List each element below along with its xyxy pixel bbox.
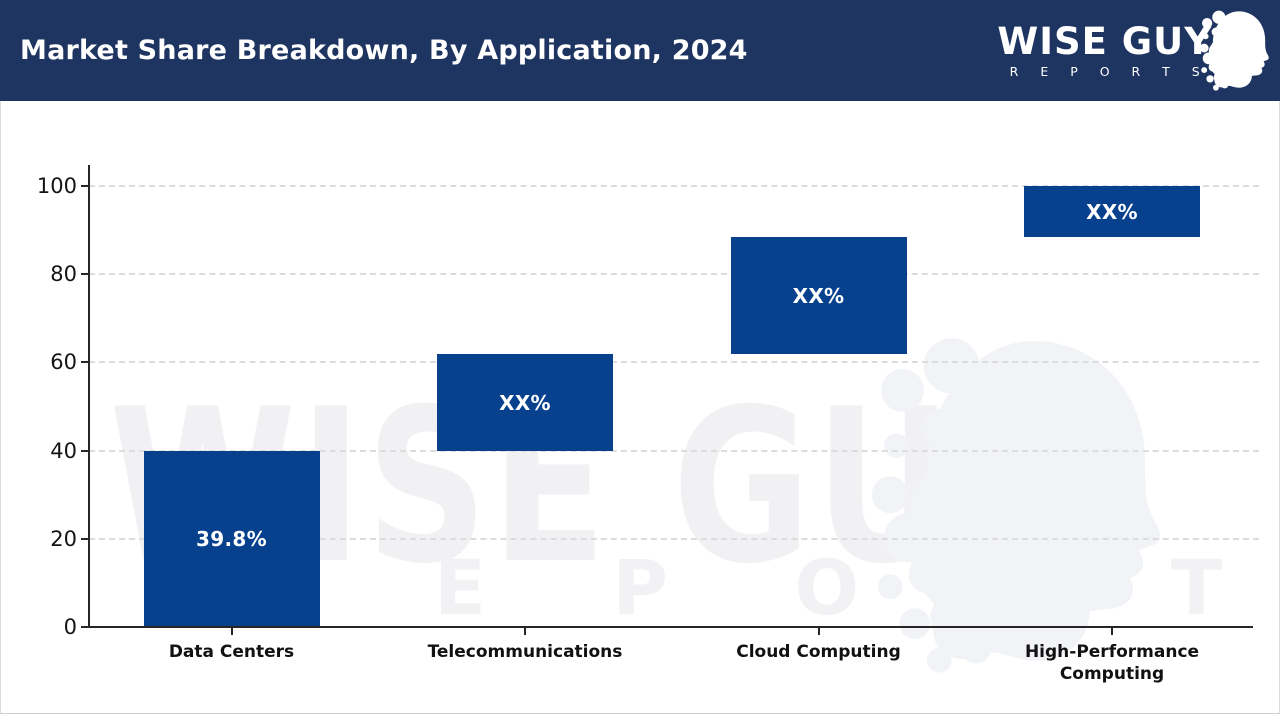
waterfall-bar: XX% xyxy=(730,237,907,355)
x-category-label: Cloud Computing xyxy=(736,642,901,662)
x-tick-mark xyxy=(817,627,820,635)
gridline xyxy=(89,273,1259,276)
gridline xyxy=(89,185,1259,187)
y-tick-label: 100 xyxy=(36,174,77,198)
x-tick-mark xyxy=(524,627,526,635)
y-tick-mark xyxy=(81,273,89,276)
bar-value-label: XX% xyxy=(1086,199,1138,224)
chart-panel: WISE GUY R E P O R T S 02040608010039.8%… xyxy=(0,101,1280,714)
brand-head-icon xyxy=(1199,10,1269,91)
y-tick-mark xyxy=(81,537,89,540)
y-axis-line xyxy=(88,165,90,628)
brand-name: WISE GUY xyxy=(997,19,1212,63)
x-tick-mark xyxy=(1111,627,1113,635)
y-tick-label: 0 xyxy=(63,615,77,639)
header-bar: Market Share Breakdown, By Application, … xyxy=(0,0,1280,101)
x-category-label: High-Performance Computing xyxy=(1024,642,1200,685)
y-tick-mark xyxy=(81,361,89,364)
waterfall-bar: XX% xyxy=(437,354,613,452)
y-tick-mark xyxy=(81,449,89,452)
y-tick-label: 80 xyxy=(50,262,77,287)
brand-subtitle: R E P O R T S xyxy=(1009,63,1209,79)
gridline xyxy=(89,537,1259,540)
y-tick-mark xyxy=(81,626,89,628)
bar-value-label: XX% xyxy=(499,390,551,415)
gridline xyxy=(89,361,1259,364)
x-tick-mark xyxy=(230,627,233,635)
gridline xyxy=(89,449,1259,452)
waterfall-bar: 39.8% xyxy=(143,451,320,627)
y-tick-label: 40 xyxy=(50,438,77,463)
chart-title: Market Share Breakdown, By Application, … xyxy=(20,35,748,66)
waterfall-bar: XX% xyxy=(1024,186,1200,238)
bar-value-label: 39.8% xyxy=(196,527,267,552)
brand-logo-text: WISE GUY R E P O R T S xyxy=(997,23,1212,79)
y-tick-label: 20 xyxy=(50,526,77,551)
watermark-head-icon xyxy=(871,338,1161,673)
x-category-label: Telecommunications xyxy=(427,642,623,662)
y-tick-mark xyxy=(81,185,89,187)
y-tick-label: 60 xyxy=(50,350,77,375)
bar-value-label: XX% xyxy=(792,283,845,308)
brand-logo: WISE GUY R E P O R T S xyxy=(997,7,1280,95)
x-axis-line xyxy=(89,626,1253,628)
x-category-label: Data Centers xyxy=(168,642,295,662)
